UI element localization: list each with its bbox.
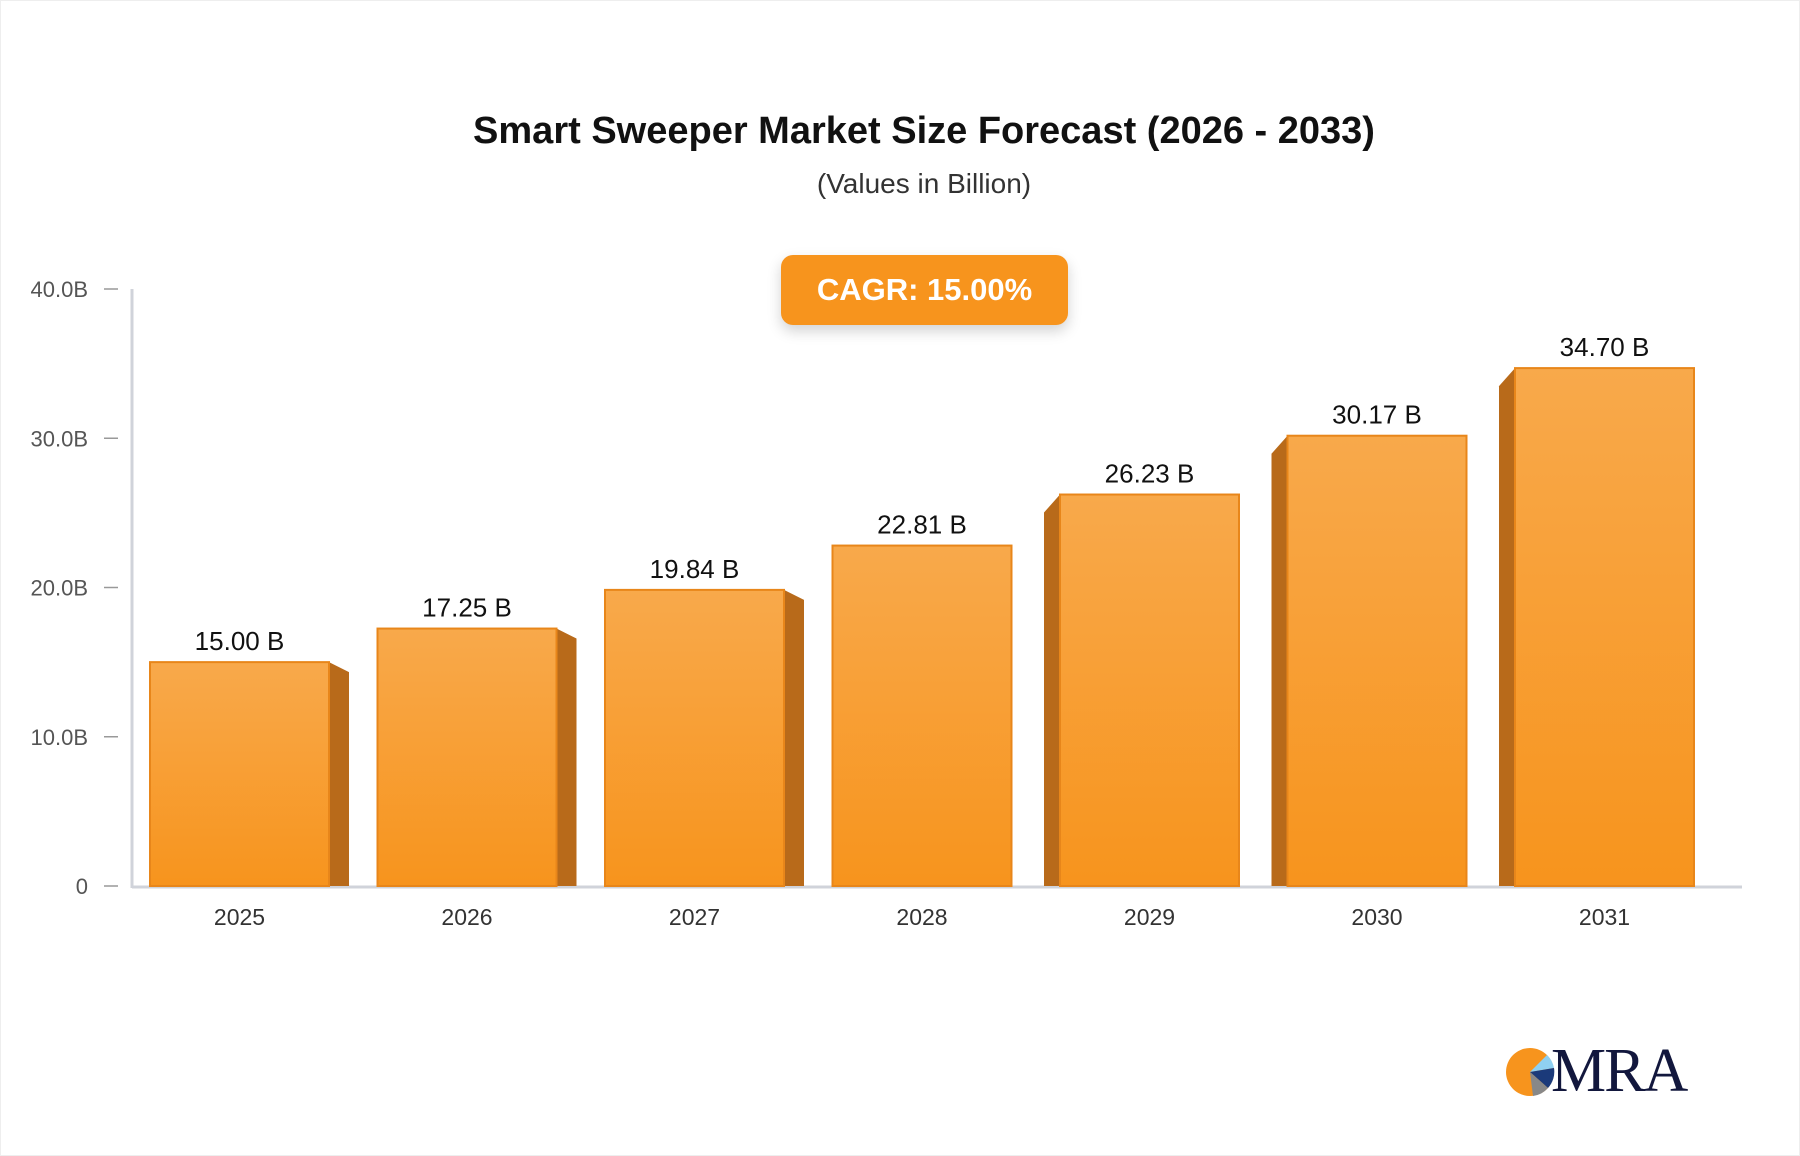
y-tick-label: 30.0B	[31, 426, 89, 451]
bar-side	[1044, 494, 1060, 886]
data-label: 19.84 B	[650, 554, 740, 584]
data-label: 17.25 B	[422, 593, 512, 623]
x-tick-label: 2025	[214, 904, 265, 930]
bar	[1059, 493, 1240, 887]
bar-side	[329, 662, 349, 886]
bar	[1514, 367, 1695, 888]
x-tick-label: 2030	[1351, 904, 1402, 930]
bar-side	[556, 628, 577, 886]
bar-side	[1271, 435, 1288, 886]
y-tick-label: 40.0B	[31, 277, 89, 302]
bar	[376, 627, 558, 887]
mra-logo: MRA	[1505, 1037, 1695, 1105]
chart-subtitle: (Values in Billion)	[816, 168, 1032, 199]
bar	[149, 661, 330, 887]
data-label: 15.00 B	[195, 626, 285, 656]
y-tick-label: 20.0B	[31, 576, 89, 601]
bar	[1286, 434, 1468, 887]
bar	[604, 588, 785, 887]
x-tick-label: 2028	[896, 904, 947, 930]
x-tick-label: 2027	[669, 904, 720, 930]
cagr-badge: CAGR: 15.00%	[781, 255, 1068, 325]
chart-title: Smart Sweeper Market Size Forecast (2026…	[473, 110, 1375, 152]
x-tick-label: 2031	[1579, 904, 1630, 930]
x-tick-label: 2029	[1124, 904, 1175, 930]
y-tick-label: 10.0B	[31, 725, 89, 750]
data-label: 22.81 B	[877, 510, 967, 540]
y-tick-label: 0	[76, 874, 88, 899]
bar	[831, 544, 1013, 887]
x-tick-label: 2026	[441, 904, 492, 930]
data-label: 34.70 B	[1560, 332, 1650, 362]
data-label: 26.23 B	[1105, 459, 1195, 489]
logo-text: MRA	[1551, 1037, 1688, 1105]
logo-pie-icon	[1506, 1048, 1555, 1096]
data-label: 30.17 B	[1332, 400, 1422, 430]
bar-side	[784, 589, 804, 886]
bar-side	[1499, 368, 1515, 886]
